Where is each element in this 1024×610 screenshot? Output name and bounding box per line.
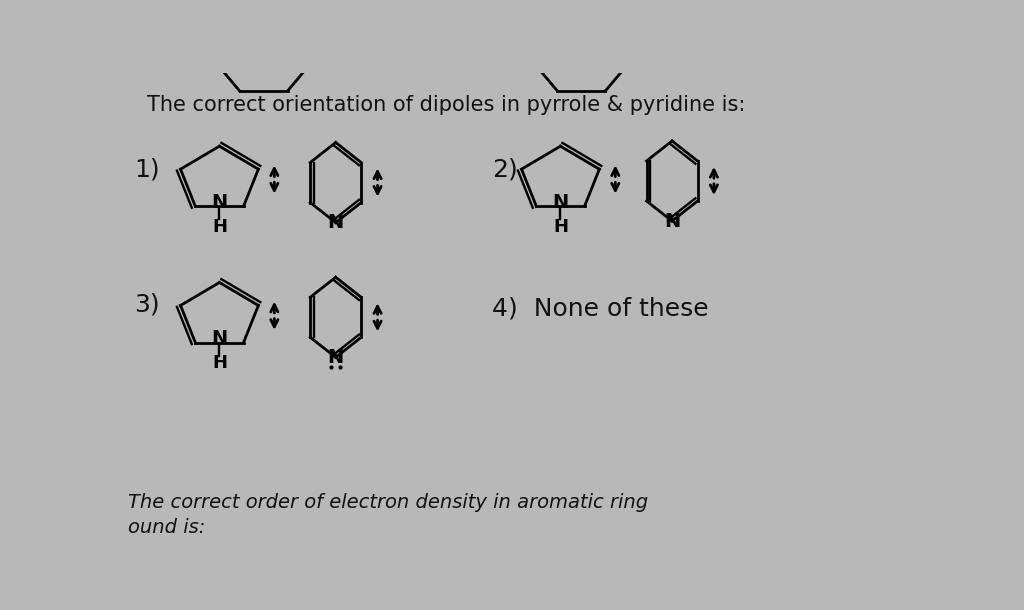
Text: H: H [212,354,227,373]
Text: The correct order of electron density in aromatic ring: The correct order of electron density in… [128,493,648,512]
Text: The correct orientation of dipoles in pyrrole & pyridine is:: The correct orientation of dipoles in py… [147,95,745,115]
Text: N: N [211,193,227,212]
Text: H: H [212,218,227,236]
Text: N: N [328,348,344,367]
Text: 4)  None of these: 4) None of these [493,296,709,320]
Text: N: N [664,212,680,231]
Text: N: N [328,213,344,232]
Text: 3): 3) [134,292,160,316]
Text: ound is:: ound is: [128,518,206,537]
Text: H: H [553,218,568,236]
Text: N: N [211,329,227,348]
Text: N: N [552,193,568,212]
Text: 2): 2) [493,157,518,181]
Text: 1): 1) [134,157,160,181]
